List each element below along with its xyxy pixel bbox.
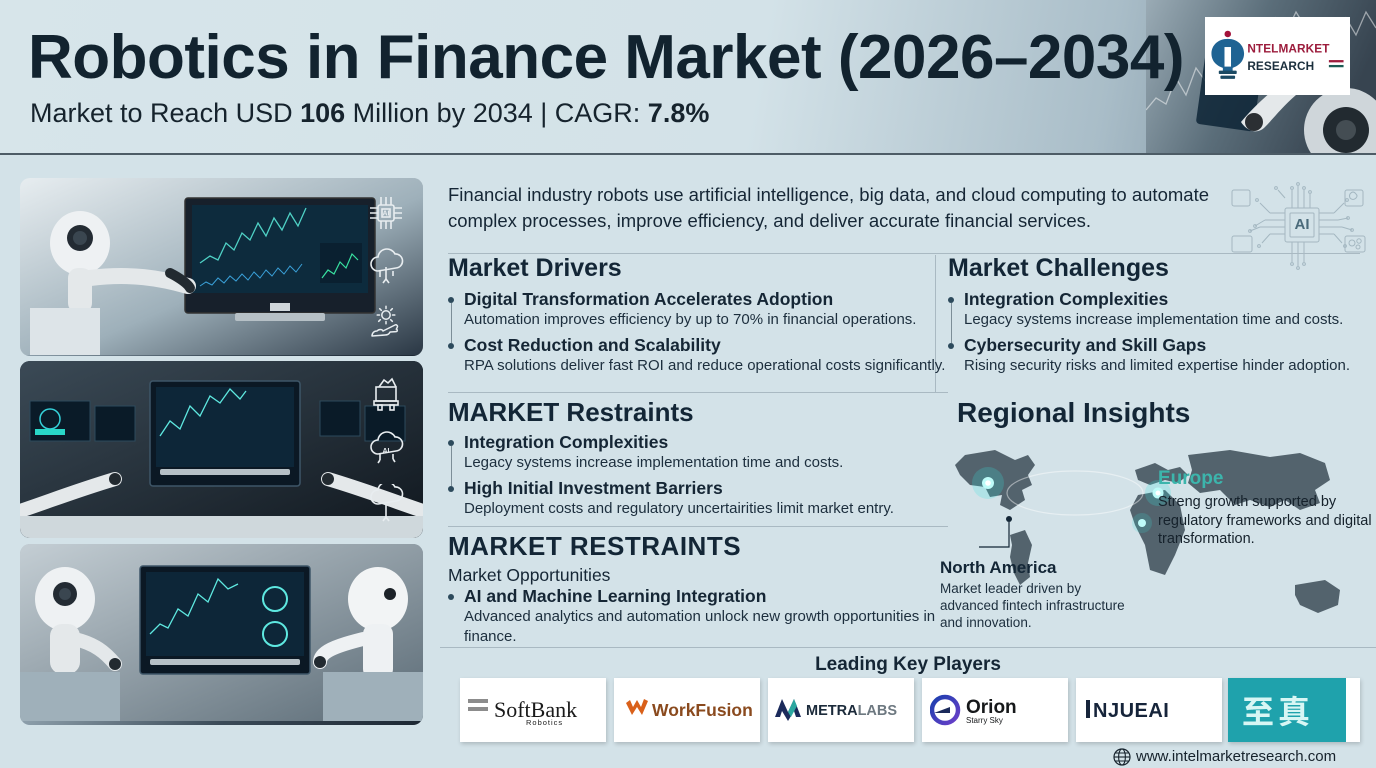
svg-text:NTELMARKET: NTELMARKET [1247, 42, 1330, 56]
svg-text:RESEARCH: RESEARCH [1247, 59, 1314, 73]
svg-text:AI: AI [382, 448, 389, 455]
svg-text:WorkFusion: WorkFusion [652, 700, 752, 720]
svg-text:NJUEAI: NJUEAI [1093, 700, 1169, 722]
svg-text:Robotics: Robotics [526, 718, 563, 725]
svg-text:Starry Sky: Starry Sky [966, 716, 1003, 725]
svg-text:AI: AI [1295, 216, 1310, 233]
svg-text:AI: AI [382, 210, 389, 217]
svg-text:Orion: Orion [966, 697, 1017, 718]
svg-text:METRALABS: METRALABS [806, 703, 897, 719]
